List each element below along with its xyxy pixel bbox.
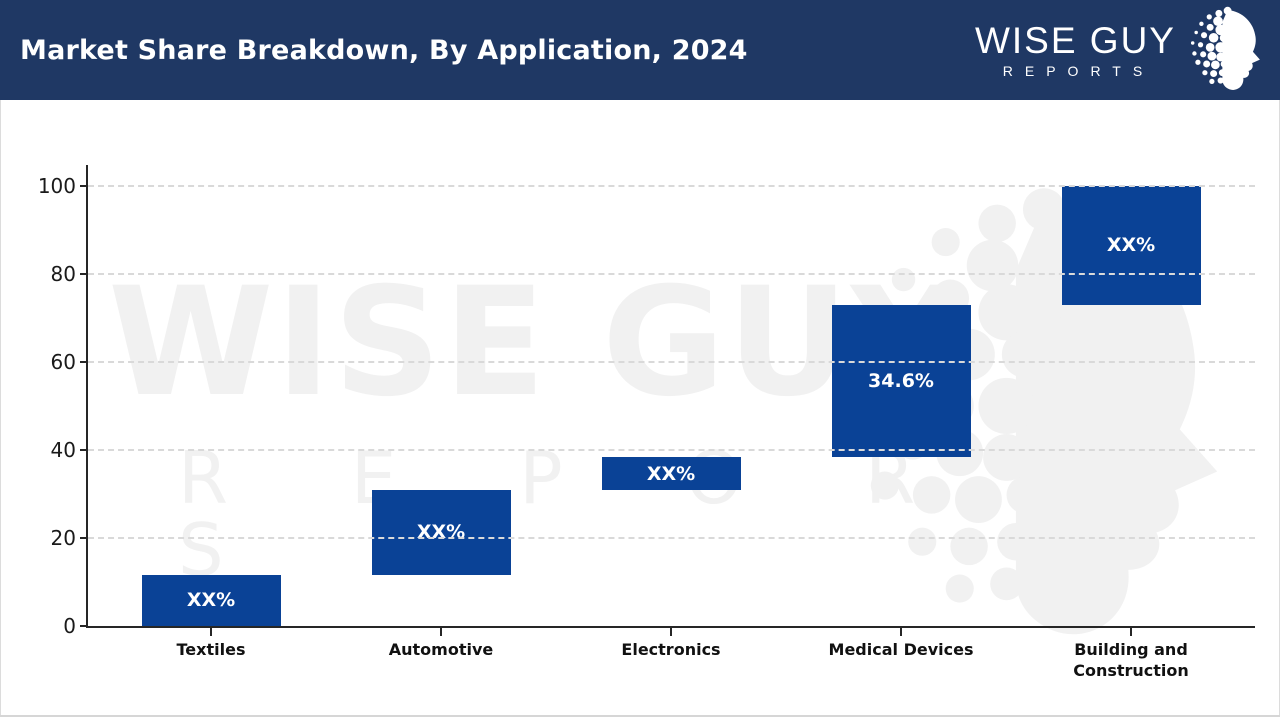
x-tick-mark [1130, 628, 1132, 636]
chart-title: Market Share Breakdown, By Application, … [20, 34, 748, 66]
y-tick-mark [80, 185, 88, 187]
brand-name: WISE GUY [974, 19, 1176, 61]
gridline [88, 361, 1255, 363]
x-tick-mark [670, 628, 672, 636]
bar: XX% [1061, 186, 1201, 305]
bar: 34.6% [831, 304, 971, 458]
x-tick-mark [440, 628, 442, 636]
y-tick-mark [80, 361, 88, 363]
y-axis-line [86, 165, 88, 628]
x-category-label: Textiles [176, 640, 246, 659]
y-tick-label: 0 [63, 614, 76, 638]
x-category-label: Automotive [388, 640, 494, 659]
bar-value-label: XX% [186, 589, 236, 612]
header-bar: Market Share Breakdown, By Application, … [0, 0, 1280, 100]
y-tick-mark [80, 537, 88, 539]
x-category-label: Building and Construction [1073, 640, 1189, 680]
watermark-text-primary: WISE GUY [108, 256, 962, 430]
gridline [88, 449, 1255, 451]
brand-logo: WISE GUY REPORTS [975, 0, 1280, 100]
brand-logo-text: WISE GUY REPORTS [975, 22, 1176, 79]
x-tick-mark [210, 628, 212, 636]
bottom-divider [0, 715, 1280, 717]
y-tick-mark [80, 449, 88, 451]
x-category-label: Electronics [621, 640, 721, 659]
y-tick-mark [80, 625, 88, 627]
bar-value-label: 34.6% [868, 369, 934, 392]
bar: XX% [371, 490, 511, 575]
bar-value-label: XX% [416, 521, 466, 544]
gridline [88, 537, 1255, 539]
y-tick-label: 80 [50, 262, 76, 286]
gridline [88, 185, 1255, 187]
bar-value-label: XX% [1106, 234, 1156, 257]
bar: XX% [141, 574, 281, 626]
y-tick-label: 100 [37, 174, 76, 198]
x-category-label: Medical Devices [828, 640, 974, 659]
y-tick-mark [80, 273, 88, 275]
brand-subname: REPORTS [1002, 62, 1155, 79]
gridline [88, 273, 1255, 275]
x-tick-mark [900, 628, 902, 636]
y-tick-label: 60 [50, 350, 76, 374]
dotted-head-logo-icon [1190, 6, 1260, 90]
x-axis-line [86, 626, 1255, 628]
y-tick-label: 20 [50, 526, 76, 550]
bar-value-label: XX% [646, 462, 696, 485]
y-tick-label: 40 [50, 438, 76, 462]
bar: XX% [601, 457, 741, 491]
